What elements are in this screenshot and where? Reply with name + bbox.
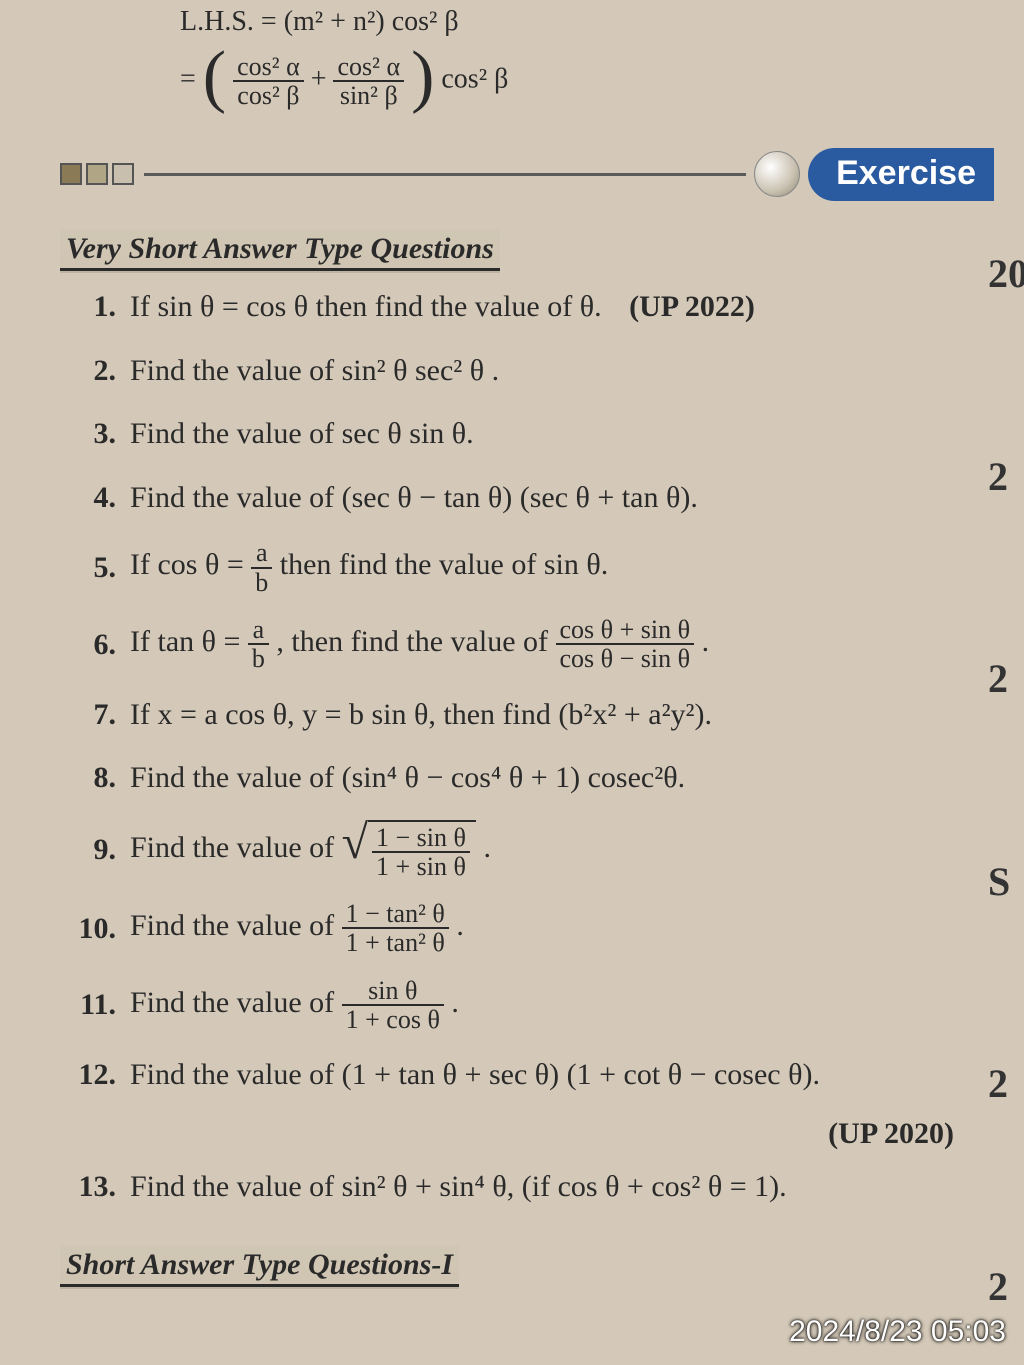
question-9: 9. Find the value of √ 1 − sin θ 1 + sin…: [60, 820, 994, 881]
eq-line-2: = ( cos² α cos² β + cos² α sin² β ) cos²…: [180, 53, 994, 110]
section-very-short-heading: Very Short Answer Type Questions: [60, 230, 500, 271]
fraction: a b: [248, 616, 269, 673]
q-text: Find the value of (1 + tan θ + sec θ) (1…: [130, 1053, 994, 1097]
plus-sign: +: [311, 64, 334, 95]
q-text: Find the value of sec θ sin θ.: [130, 412, 994, 456]
question-3: 3. Find the value of sec θ sin θ.: [60, 412, 994, 456]
question-2: 2. Find the value of sin² θ sec² θ .: [60, 349, 994, 393]
right-edge-fragments: 20 2 2 S 2 2: [988, 240, 1024, 1320]
q-number: 10.: [60, 907, 130, 951]
year-tag: (UP 2022): [629, 290, 755, 323]
fraction: a b: [251, 539, 272, 596]
question-4: 4. Find the value of (sec θ − tan θ) (se…: [60, 476, 994, 520]
fraction-2: cos² α sin² β: [333, 53, 404, 110]
q-text: Find the value of (sec θ − tan θ) (sec θ…: [130, 476, 994, 520]
top-equation: L.H.S. = (m² + n²) cos² β = ( cos² α cos…: [180, 0, 994, 109]
q-number: 11.: [60, 983, 130, 1027]
question-5: 5. If cos θ = a b then find the value of…: [60, 539, 994, 596]
question-11: 11. Find the value of sin θ 1 + cos θ .: [60, 977, 994, 1034]
eq-line-1: L.H.S. = (m² + n²) cos² β: [180, 0, 994, 45]
question-13: 13. Find the value of sin² θ + sin⁴ θ, (…: [60, 1165, 994, 1209]
q-text: Find the value of sin θ 1 + cos θ .: [130, 977, 994, 1034]
q-text: Find the value of (sin⁴ θ − cos⁴ θ + 1) …: [130, 756, 994, 800]
q-number: 7.: [60, 693, 130, 737]
q-text: Find the value of sin² θ sec² θ .: [130, 349, 994, 393]
year-tag-q12: (UP 2020): [60, 1117, 954, 1151]
question-list-cont: 13. Find the value of sin² θ + sin⁴ θ, (…: [60, 1165, 994, 1209]
eq-suffix: cos² β: [441, 64, 508, 95]
q-number: 2.: [60, 349, 130, 393]
q-number: 13.: [60, 1165, 130, 1209]
left-paren-icon: (: [203, 38, 226, 115]
q-text: Find the value of 1 − tan² θ 1 + tan² θ …: [130, 900, 994, 957]
question-list: 1. If sin θ = cos θ then find the value …: [60, 285, 994, 1096]
exercise-badge: Exercise: [808, 148, 994, 201]
horizontal-rule: [144, 173, 746, 176]
q-number: 3.: [60, 412, 130, 456]
question-6: 6. If tan θ = a b , then find the value …: [60, 616, 994, 673]
question-10: 10. Find the value of 1 − tan² θ 1 + tan…: [60, 900, 994, 957]
q-number: 9.: [60, 828, 130, 872]
q-text: Find the value of √ 1 − sin θ 1 + sin θ …: [130, 820, 994, 881]
q-number: 5.: [60, 546, 130, 590]
q-number: 12.: [60, 1053, 130, 1097]
question-8: 8. Find the value of (sin⁴ θ − cos⁴ θ + …: [60, 756, 994, 800]
section-short-heading: Short Answer Type Questions-I: [60, 1246, 459, 1287]
q-number: 8.: [60, 756, 130, 800]
question-7: 7. If x = a cos θ, y = b sin θ, then fin…: [60, 693, 994, 737]
camera-timestamp: 2024/8/23 05:03: [789, 1315, 1006, 1349]
fraction: cos θ + sin θ cos θ − sin θ: [556, 616, 695, 673]
question-1: 1. If sin θ = cos θ then find the value …: [60, 285, 994, 329]
divider-row: Exercise: [60, 144, 994, 204]
question-12: 12. Find the value of (1 + tan θ + sec θ…: [60, 1053, 994, 1097]
sqrt-icon: √ 1 − sin θ 1 + sin θ: [342, 820, 476, 881]
page: L.H.S. = (m² + n²) cos² β = ( cos² α cos…: [0, 0, 1024, 1301]
q-text: If sin θ = cos θ then find the value of …: [130, 285, 994, 329]
right-paren-icon: ): [411, 38, 434, 115]
q-text: Find the value of sin² θ + sin⁴ θ, (if c…: [130, 1165, 994, 1209]
q-text: If cos θ = a b then find the value of si…: [130, 539, 994, 596]
q-text: If x = a cos θ, y = b sin θ, then find (…: [130, 693, 994, 737]
q-text: If tan θ = a b , then find the value of …: [130, 616, 994, 673]
circle-icon: [754, 151, 800, 197]
fraction: 1 − tan² θ 1 + tan² θ: [342, 900, 449, 957]
eq-prefix: =: [180, 64, 203, 95]
q-number: 1.: [60, 285, 130, 329]
fraction: sin θ 1 + cos θ: [342, 977, 444, 1034]
q-number: 6.: [60, 623, 130, 667]
decorative-squares-icon: [60, 163, 134, 185]
fraction: 1 − sin θ 1 + sin θ: [372, 824, 470, 881]
q-number: 4.: [60, 476, 130, 520]
fraction-1: cos² α cos² β: [233, 53, 304, 110]
